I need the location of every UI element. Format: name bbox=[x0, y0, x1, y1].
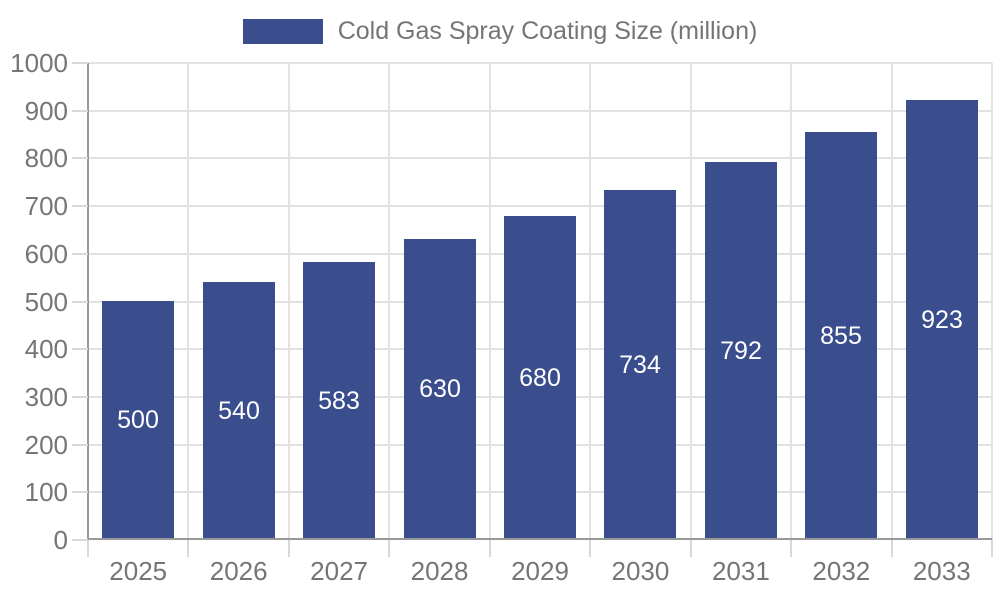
bar: 855 bbox=[805, 132, 877, 540]
legend-item[interactable]: Cold Gas Spray Coating Size (million) bbox=[0, 19, 1000, 44]
legend-label[interactable]: Cold Gas Spray Coating Size (million) bbox=[337, 17, 758, 45]
y-axis-tick-label: 200 bbox=[24, 430, 68, 460]
gridline-horizontal bbox=[88, 205, 992, 207]
y-axis-tick bbox=[72, 301, 88, 303]
gridline-vertical bbox=[991, 63, 993, 540]
bar: 540 bbox=[203, 282, 275, 540]
gridline-horizontal bbox=[88, 62, 992, 64]
x-axis-tick-label: 2031 bbox=[711, 556, 770, 586]
y-axis-tick-label: 600 bbox=[24, 239, 68, 269]
bar: 923 bbox=[906, 100, 978, 540]
gridline-horizontal bbox=[88, 110, 992, 112]
bar-value-label: 680 bbox=[519, 363, 561, 392]
x-axis-tick bbox=[288, 540, 290, 557]
bar-value-label: 923 bbox=[921, 305, 963, 334]
gridline-vertical bbox=[690, 63, 692, 540]
bar: 792 bbox=[705, 162, 777, 540]
gridline-vertical bbox=[891, 63, 893, 540]
x-axis-tick bbox=[388, 540, 390, 557]
x-axis-tick-label: 2029 bbox=[511, 556, 569, 586]
x-axis-tick bbox=[589, 540, 591, 557]
y-axis-tick bbox=[72, 62, 88, 64]
bar-value-label: 583 bbox=[318, 386, 360, 415]
x-axis-tick-label: 2026 bbox=[209, 556, 268, 586]
y-axis-tick-label: 900 bbox=[24, 96, 68, 126]
bar: 500 bbox=[102, 301, 174, 540]
y-axis-tick bbox=[72, 205, 88, 207]
y-axis-tick bbox=[72, 348, 88, 350]
bar-value-label: 500 bbox=[117, 406, 159, 434]
y-axis-tick bbox=[72, 444, 88, 446]
bar-value-label: 630 bbox=[419, 375, 461, 403]
x-axis-tick bbox=[891, 540, 893, 557]
gridline-vertical bbox=[589, 63, 591, 540]
y-axis-tick bbox=[72, 253, 88, 255]
y-axis-tick-label: 500 bbox=[24, 287, 68, 317]
y-axis-tick bbox=[72, 539, 88, 541]
x-axis-tick bbox=[690, 540, 692, 557]
gridline-vertical bbox=[790, 63, 792, 540]
x-axis-tick bbox=[87, 540, 89, 557]
bar-value-label: 792 bbox=[720, 336, 762, 365]
bar: 583 bbox=[303, 262, 375, 540]
y-axis-tick bbox=[72, 110, 88, 112]
y-axis-tick-label: 100 bbox=[24, 477, 68, 507]
gridline-vertical bbox=[187, 63, 189, 540]
bar-value-label: 734 bbox=[619, 350, 661, 379]
y-axis-tick-label: 700 bbox=[24, 191, 68, 221]
gridline-horizontal bbox=[88, 157, 992, 159]
y-axis-tick-label: 0 bbox=[53, 525, 68, 555]
y-axis-tick-label: 300 bbox=[24, 382, 68, 412]
x-axis-tick-label: 2027 bbox=[310, 556, 369, 586]
y-axis-tick bbox=[72, 491, 88, 493]
x-axis-tick bbox=[489, 540, 491, 557]
gridline-vertical bbox=[489, 63, 491, 540]
y-axis-tick-label: 800 bbox=[24, 143, 68, 173]
legend-swatch-icon[interactable] bbox=[242, 19, 323, 44]
y-axis-line bbox=[87, 63, 89, 557]
x-axis-tick bbox=[790, 540, 792, 557]
x-axis-tick-label: 2032 bbox=[812, 556, 871, 586]
plot-area: 500 540 583 630 680 734 792 855 923 bbox=[88, 62, 993, 540]
gridline-vertical bbox=[288, 63, 290, 540]
bar: 680 bbox=[504, 216, 576, 540]
y-axis-tick-label: 400 bbox=[24, 334, 68, 364]
bar-value-label: 855 bbox=[820, 321, 862, 350]
bar: 734 bbox=[604, 190, 676, 540]
x-axis-tick bbox=[991, 540, 993, 557]
x-axis-tick-label: 2025 bbox=[109, 556, 168, 586]
y-axis-tick bbox=[72, 396, 88, 398]
gridline-vertical bbox=[388, 63, 390, 540]
y-axis-tick-label: 1000 bbox=[10, 48, 68, 78]
y-axis-tick bbox=[72, 157, 88, 159]
bar-value-label: 540 bbox=[218, 396, 260, 425]
x-axis-tick-label: 2033 bbox=[912, 556, 971, 586]
x-axis-tick-label: 2028 bbox=[410, 556, 469, 586]
bar: 630 bbox=[404, 239, 476, 540]
x-axis-tick-label: 2030 bbox=[611, 556, 670, 586]
x-axis-line bbox=[88, 538, 992, 540]
x-axis-tick bbox=[187, 540, 189, 557]
